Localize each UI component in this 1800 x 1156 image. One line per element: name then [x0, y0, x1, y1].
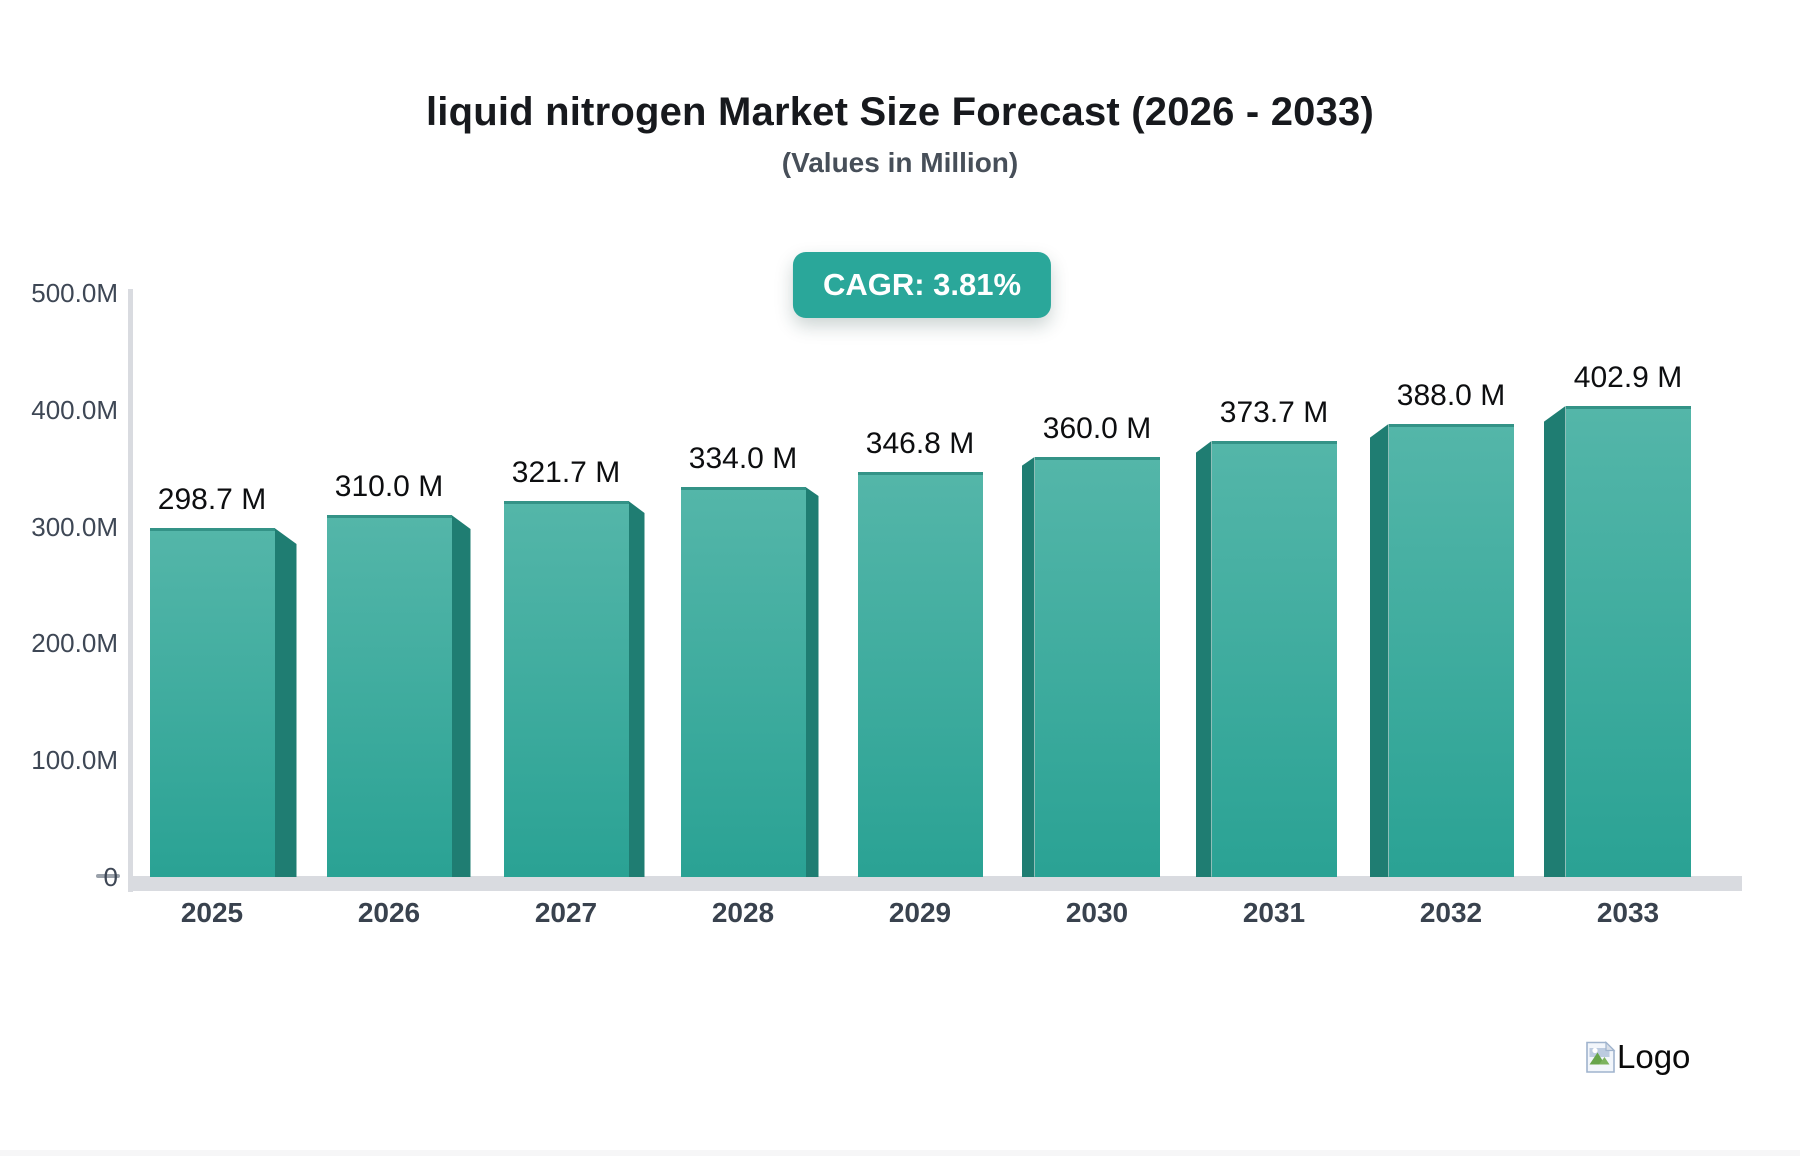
x-axis-label-2027: 2027	[534, 897, 598, 928]
page-bottom-strip	[0, 1150, 1800, 1156]
bar-value-label-2027: 321.7 M	[511, 456, 621, 489]
bar-2028	[680, 487, 806, 877]
y-tick-0: 0	[103, 862, 118, 892]
bar-2032	[1388, 424, 1514, 877]
broken-image-icon	[1586, 1041, 1616, 1073]
zero-tick-mark	[96, 874, 120, 878]
bar-value-label-2029: 346.8 M	[865, 427, 975, 460]
bar-side-2032	[1369, 424, 1389, 877]
bar-2025	[149, 528, 275, 877]
bar-side-2030	[1021, 457, 1035, 877]
logo-alt-text: Logo	[1617, 1038, 1691, 1075]
y-axis-line	[128, 289, 133, 892]
y-tick-300.0M: 300.0M	[31, 511, 118, 542]
x-axis-label-2025: 2025	[180, 897, 244, 928]
bar-side-2027	[628, 501, 645, 877]
bar-value-label-2032: 388.0 M	[1396, 379, 1506, 412]
bar-value-label-2026: 310.0 M	[334, 470, 444, 503]
bar-2029	[857, 472, 983, 877]
x-axis-label-2028: 2028	[711, 897, 775, 928]
y-tick-400.0M: 400.0M	[31, 394, 118, 425]
y-tick-100.0M: 100.0M	[31, 745, 118, 776]
bar-2033	[1565, 406, 1691, 877]
x-axis-label-2032: 2032	[1419, 897, 1483, 928]
x-axis-label-2029: 2029	[888, 897, 952, 928]
bar-side-2031	[1195, 441, 1212, 877]
x-axis-label-2026: 2026	[357, 897, 421, 928]
x-axis-baseline	[132, 876, 1742, 891]
logo: Logo	[1585, 1040, 1690, 1074]
page-title: liquid nitrogen Market Size Forecast (20…	[425, 90, 1375, 134]
x-axis-label-2030: 2030	[1065, 897, 1129, 928]
bar-side-2028	[805, 487, 819, 877]
x-axis-label-2033: 2033	[1596, 897, 1660, 928]
bar-side-2033	[1543, 406, 1566, 877]
cagr-badge: CAGR: 3.81%	[792, 252, 1052, 318]
bar-side-2025	[274, 528, 297, 877]
bar-2027	[503, 501, 629, 877]
x-axis-label-2031: 2031	[1242, 897, 1306, 928]
y-tick-500.0M: 500.0M	[31, 278, 118, 308]
bar-side-2026	[451, 515, 471, 877]
y-tick-200.0M: 200.0M	[31, 628, 118, 659]
bar-value-label-2033: 402.9 M	[1573, 361, 1683, 394]
page-subtitle: (Values in Million)	[781, 147, 1019, 178]
bar-value-label-2031: 373.7 M	[1219, 396, 1329, 429]
bar-value-label-2030: 360.0 M	[1042, 412, 1152, 445]
bar-2030	[1034, 457, 1160, 877]
bar-2026	[326, 515, 452, 877]
bar-value-label-2028: 334.0 M	[688, 442, 798, 475]
bar-2031	[1211, 441, 1337, 877]
bar-value-label-2025: 298.7 M	[157, 483, 267, 516]
